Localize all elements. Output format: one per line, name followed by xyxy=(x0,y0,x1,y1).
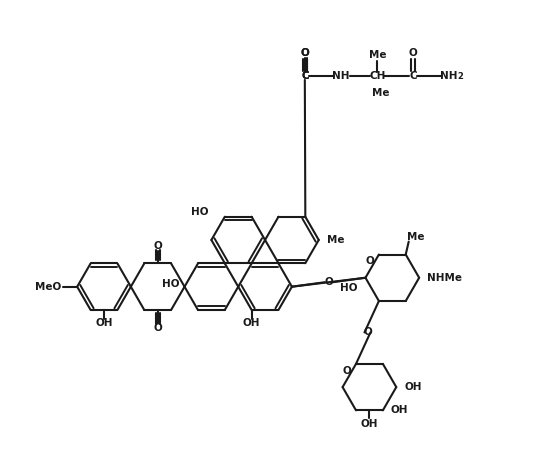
Text: O: O xyxy=(325,277,333,287)
Text: NHMe: NHMe xyxy=(427,273,462,283)
Text: C: C xyxy=(301,71,309,81)
Text: O: O xyxy=(343,366,352,376)
Text: O: O xyxy=(153,323,162,333)
Text: HO: HO xyxy=(162,279,180,289)
Text: 2: 2 xyxy=(457,72,463,81)
Text: C: C xyxy=(409,71,417,81)
Text: O: O xyxy=(363,327,372,337)
Text: OH: OH xyxy=(95,318,113,328)
Text: Me: Me xyxy=(327,235,344,245)
Text: OH: OH xyxy=(361,419,378,429)
Text: Me: Me xyxy=(371,88,389,98)
Text: NH: NH xyxy=(440,71,458,81)
Text: Me: Me xyxy=(407,232,424,242)
Text: HO: HO xyxy=(340,283,358,293)
Text: O: O xyxy=(153,241,162,251)
Text: OH: OH xyxy=(391,405,408,415)
Text: MeO: MeO xyxy=(35,282,61,292)
Text: CH: CH xyxy=(369,71,386,81)
Text: C: C xyxy=(301,71,309,81)
Text: Me: Me xyxy=(369,50,386,60)
Text: O: O xyxy=(366,256,375,266)
Text: O: O xyxy=(300,48,309,58)
Text: O: O xyxy=(409,48,418,58)
Text: O: O xyxy=(300,48,309,58)
Text: OH: OH xyxy=(404,382,422,392)
Text: OH: OH xyxy=(243,318,261,328)
Text: HO: HO xyxy=(191,207,208,217)
Text: NH: NH xyxy=(332,71,349,81)
